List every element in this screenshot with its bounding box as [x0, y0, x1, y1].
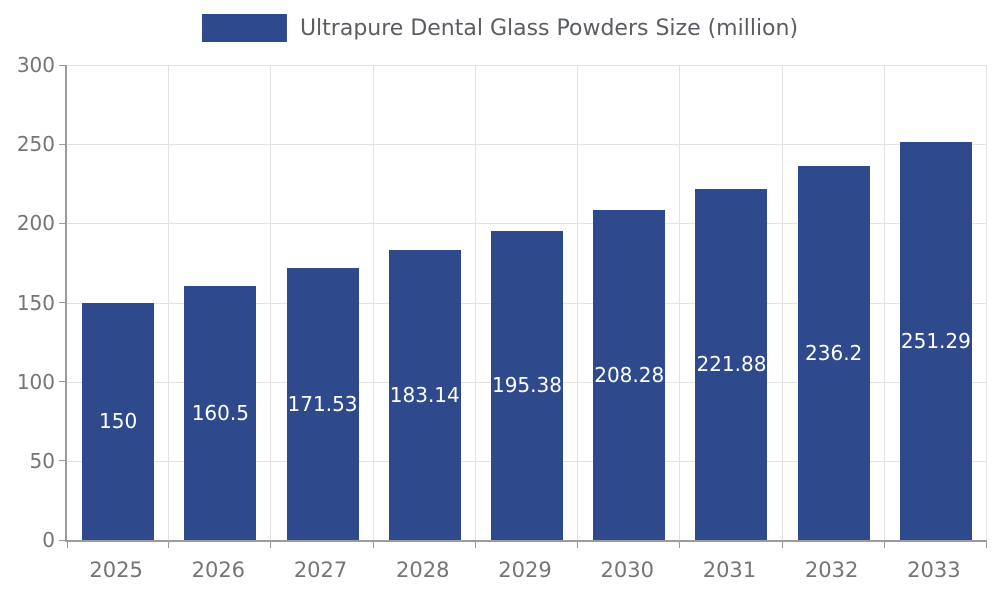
bar-value-label: 251.29 [900, 329, 971, 354]
legend-swatch[interactable] [201, 14, 287, 42]
y-tick-label: 100 [16, 369, 55, 394]
plot-area: 150 160.5 171.53 183.14 195.38 208.28 221.88 23… [59, 64, 987, 548]
x-tick-label: 2030 [600, 558, 654, 582]
chart-legend[interactable]: Ultrapure Dental Glass Powders Size (mil… [201, 14, 799, 42]
y-tick-label: 250 [16, 132, 55, 157]
bar [82, 302, 155, 540]
x-tick-label: 2032 [804, 558, 859, 582]
y-axis-tick [59, 460, 65, 462]
x-axis-tick [577, 542, 579, 548]
x-axis-tick [270, 542, 272, 548]
y-tick-label: 200 [16, 211, 55, 236]
gridline-horizontal [67, 65, 987, 66]
x-tick-label: 2031 [702, 558, 757, 582]
gridline-vertical [679, 65, 681, 540]
bar-value-label: 236.2 [805, 341, 863, 365]
y-tick-label: 300 [16, 53, 55, 77]
y-axis-tick [59, 539, 65, 541]
x-tick-label: 2028 [396, 558, 450, 582]
gridline-horizontal [67, 144, 987, 146]
x-axis-tick [986, 542, 987, 548]
y-axis-tick [59, 143, 65, 145]
x-tick-label: 2033 [907, 558, 961, 582]
x-tick-label: 2026 [191, 558, 246, 582]
gridline-vertical [781, 65, 783, 540]
bar [899, 142, 972, 540]
bar [695, 188, 768, 540]
gridline-vertical [577, 65, 579, 540]
bar [593, 210, 666, 540]
gridline-vertical [883, 65, 885, 540]
bar-value-label: 160.5 [191, 400, 249, 425]
bar-value-label: 221.88 [696, 352, 767, 377]
x-axis-tick [883, 542, 885, 548]
gridline-vertical [474, 65, 476, 540]
x-tick-label: 2027 [293, 558, 348, 582]
gridline-vertical [986, 65, 987, 540]
bar [797, 166, 870, 540]
x-axis-tick [168, 542, 170, 548]
x-tick-label: 2029 [498, 558, 552, 582]
gridline-vertical [168, 65, 170, 540]
y-tick-label: 50 [29, 448, 55, 473]
bar-value-label: 150 [99, 409, 138, 434]
bar-value-label: 195.38 [491, 373, 562, 398]
bar [491, 230, 563, 540]
bar [184, 285, 257, 540]
y-axis-tick [59, 222, 65, 224]
bar-value-label: 183.14 [389, 383, 460, 407]
bar-value-label: 171.53 [287, 392, 358, 417]
x-axis-tick [67, 542, 68, 548]
y-tick-label: 0 [42, 528, 55, 552]
y-axis-tick [59, 381, 65, 383]
gridline-horizontal [67, 223, 987, 225]
x-axis-tick [679, 542, 681, 548]
y-axis-tick [59, 302, 65, 303]
bar [388, 250, 461, 540]
gridline-vertical [372, 65, 374, 540]
y-tick-label: 150 [16, 290, 55, 315]
gridline-vertical [270, 65, 272, 540]
x-axis-tick [474, 542, 476, 548]
x-axis-tick [781, 542, 783, 548]
bar [286, 268, 359, 540]
x-axis-tick [372, 542, 374, 548]
y-axis-tick [59, 64, 65, 66]
x-tick-label: 2025 [89, 558, 143, 582]
bar-value-label: 208.28 [594, 363, 665, 388]
legend-label: Ultrapure Dental Glass Powders Size (mil… [299, 15, 799, 41]
